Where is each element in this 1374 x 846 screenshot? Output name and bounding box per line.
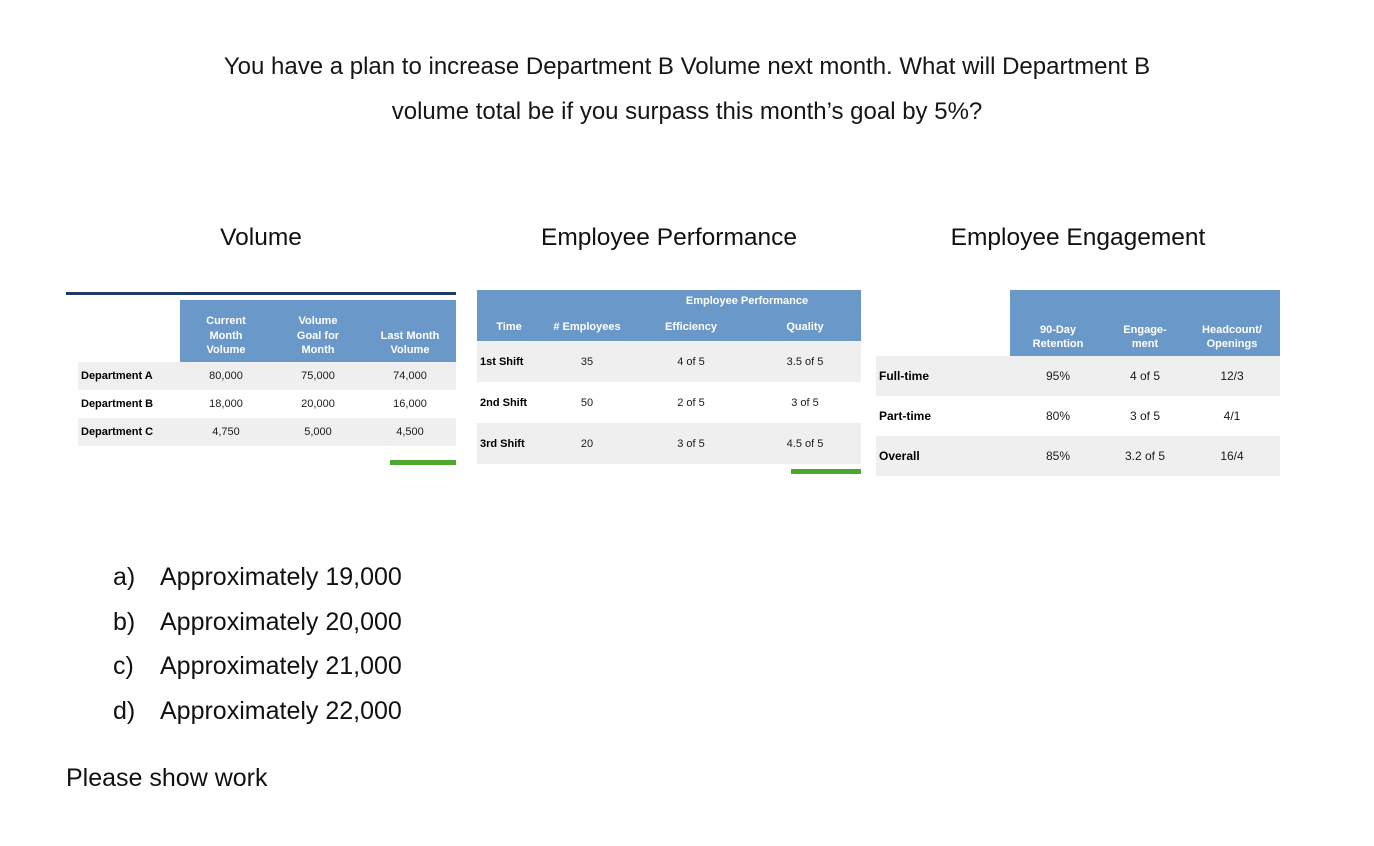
- row-label: 3rd Shift: [477, 423, 541, 464]
- cell-retention: 95%: [1010, 356, 1106, 396]
- volume-header-blank: [78, 300, 180, 362]
- cell-current: 18,000: [209, 398, 243, 410]
- cell-engagement: 3.2 of 5: [1106, 436, 1184, 476]
- cell-current: 80,000: [180, 362, 272, 390]
- answer-text: Approximately 20,000: [160, 607, 402, 636]
- performance-header-efficiency: Efficiency: [633, 314, 749, 341]
- volume-section: Volume Current Month Volume Volume Goal …: [66, 224, 456, 465]
- cell-retention: 80%: [1045, 409, 1071, 423]
- answer-letter: a): [113, 563, 136, 591]
- table-row: Department A 80,000 75,000 74,000: [78, 362, 456, 390]
- volume-header-row: Current Month Volume Volume Goal for Mon…: [78, 300, 456, 362]
- cell-headcount: 16/4: [1184, 436, 1280, 476]
- cell-efficiency: 2 of 5: [677, 396, 705, 409]
- performance-group-header-row: Employee Performance: [477, 290, 861, 314]
- answer-option-d: d) Approximately 22,000: [113, 697, 402, 742]
- performance-green-accent-bar: [791, 469, 861, 474]
- volume-section-title: Volume: [220, 224, 302, 251]
- table-row: 1st Shift 35 4 of 5 3.5 of 5: [477, 341, 861, 382]
- performance-header-quality: Quality: [749, 314, 861, 341]
- cell-quality: 4.5 of 5: [749, 423, 861, 464]
- table-row: Full-time 95% 4 of 5 12/3: [876, 356, 1280, 396]
- cell-goal: 5,000: [272, 418, 364, 446]
- cell-headcount: 12/3: [1184, 356, 1280, 396]
- answer-letter: b): [113, 607, 136, 636]
- engagement-table: 90-Day Retention Engage- ment Headcount/…: [876, 290, 1280, 476]
- row-label: Department A: [78, 362, 180, 390]
- row-label: 1st Shift: [477, 341, 541, 382]
- engagement-header-headcount: Headcount/ Openings: [1184, 290, 1280, 356]
- cell-engagement: 4 of 5: [1106, 356, 1184, 396]
- performance-section: Employee Performance Employee Performanc…: [477, 224, 861, 474]
- answer-text: Approximately 19,000: [160, 563, 402, 591]
- performance-header-time: Time: [477, 314, 541, 341]
- table-row: 2nd Shift 50 2 of 5 3 of 5: [477, 382, 861, 423]
- engagement-header-row: 90-Day Retention Engage- ment Headcount/…: [876, 290, 1280, 356]
- cell-last: 74,000: [364, 362, 456, 390]
- answer-letter: d): [113, 696, 136, 725]
- show-work-instruction: Please show work: [66, 764, 268, 792]
- volume-header-current-month: Current Month Volume: [180, 300, 272, 362]
- cell-last: 16,000: [393, 398, 427, 410]
- row-label: Part-time: [879, 409, 932, 423]
- cell-employees: 50: [580, 396, 594, 409]
- row-label: 2nd Shift: [480, 396, 528, 409]
- cell-quality: 3 of 5: [791, 396, 819, 409]
- cell-goal: 75,000: [272, 362, 364, 390]
- answer-option-a: a) Approximately 19,000: [113, 563, 402, 608]
- performance-header-employees: # Employees: [541, 314, 633, 341]
- performance-group-header-blank: [477, 290, 633, 314]
- engagement-section-title: Employee Engagement: [950, 224, 1206, 251]
- answer-option-b: b) Approximately 20,000: [113, 608, 402, 653]
- volume-header-goal: Volume Goal for Month: [272, 300, 364, 362]
- cell-headcount: 4/1: [1223, 409, 1241, 423]
- volume-table: Current Month Volume Volume Goal for Mon…: [78, 300, 456, 446]
- cell-current: 4,750: [180, 418, 272, 446]
- answer-text: Approximately 22,000: [160, 696, 402, 725]
- row-label: Department C: [78, 418, 180, 446]
- table-row: Overall 85% 3.2 of 5 16/4: [876, 436, 1280, 476]
- table-row: Part-time 80% 3 of 5 4/1: [876, 396, 1280, 436]
- cell-employees: 35: [541, 341, 633, 382]
- answer-letter: c): [113, 652, 134, 680]
- answer-text: Approximately 21,000: [160, 652, 402, 680]
- table-row: Department C 4,750 5,000 4,500: [78, 418, 456, 446]
- volume-header-last-month: Last Month Volume: [364, 300, 456, 362]
- cell-last: 4,500: [364, 418, 456, 446]
- table-row: Department B 18,000 20,000 16,000: [78, 390, 456, 418]
- row-label: Full-time: [876, 356, 1010, 396]
- performance-table: Employee Performance Time # Employees Ef…: [477, 290, 861, 464]
- row-label: Department B: [81, 398, 154, 410]
- answer-options: a) Approximately 19,000 b) Approximately…: [113, 563, 402, 741]
- engagement-header-engagement: Engage- ment: [1106, 290, 1184, 356]
- engagement-header-blank: [876, 290, 1010, 356]
- performance-subheader-row: Time # Employees Efficiency Quality: [477, 314, 861, 341]
- table-row: 3rd Shift 20 3 of 5 4.5 of 5: [477, 423, 861, 464]
- engagement-header-retention: 90-Day Retention: [1010, 290, 1106, 356]
- cell-quality: 3.5 of 5: [749, 341, 861, 382]
- cell-employees: 20: [541, 423, 633, 464]
- cell-engagement: 3 of 5: [1129, 409, 1161, 423]
- answer-option-c: c) Approximately 21,000: [113, 652, 402, 697]
- volume-green-accent-bar: [390, 460, 456, 465]
- cell-retention: 85%: [1010, 436, 1106, 476]
- volume-table-top-border: [66, 292, 456, 295]
- performance-group-header: Employee Performance: [633, 290, 861, 314]
- cell-efficiency: 4 of 5: [633, 341, 749, 382]
- cell-efficiency: 3 of 5: [633, 423, 749, 464]
- cell-goal: 20,000: [301, 398, 335, 410]
- row-label: Overall: [876, 436, 1010, 476]
- engagement-section: Employee Engagement 90-Day Retention Eng…: [876, 224, 1280, 476]
- question-text: You have a plan to increase Department B…: [223, 53, 1151, 125]
- performance-section-title: Employee Performance: [540, 224, 797, 251]
